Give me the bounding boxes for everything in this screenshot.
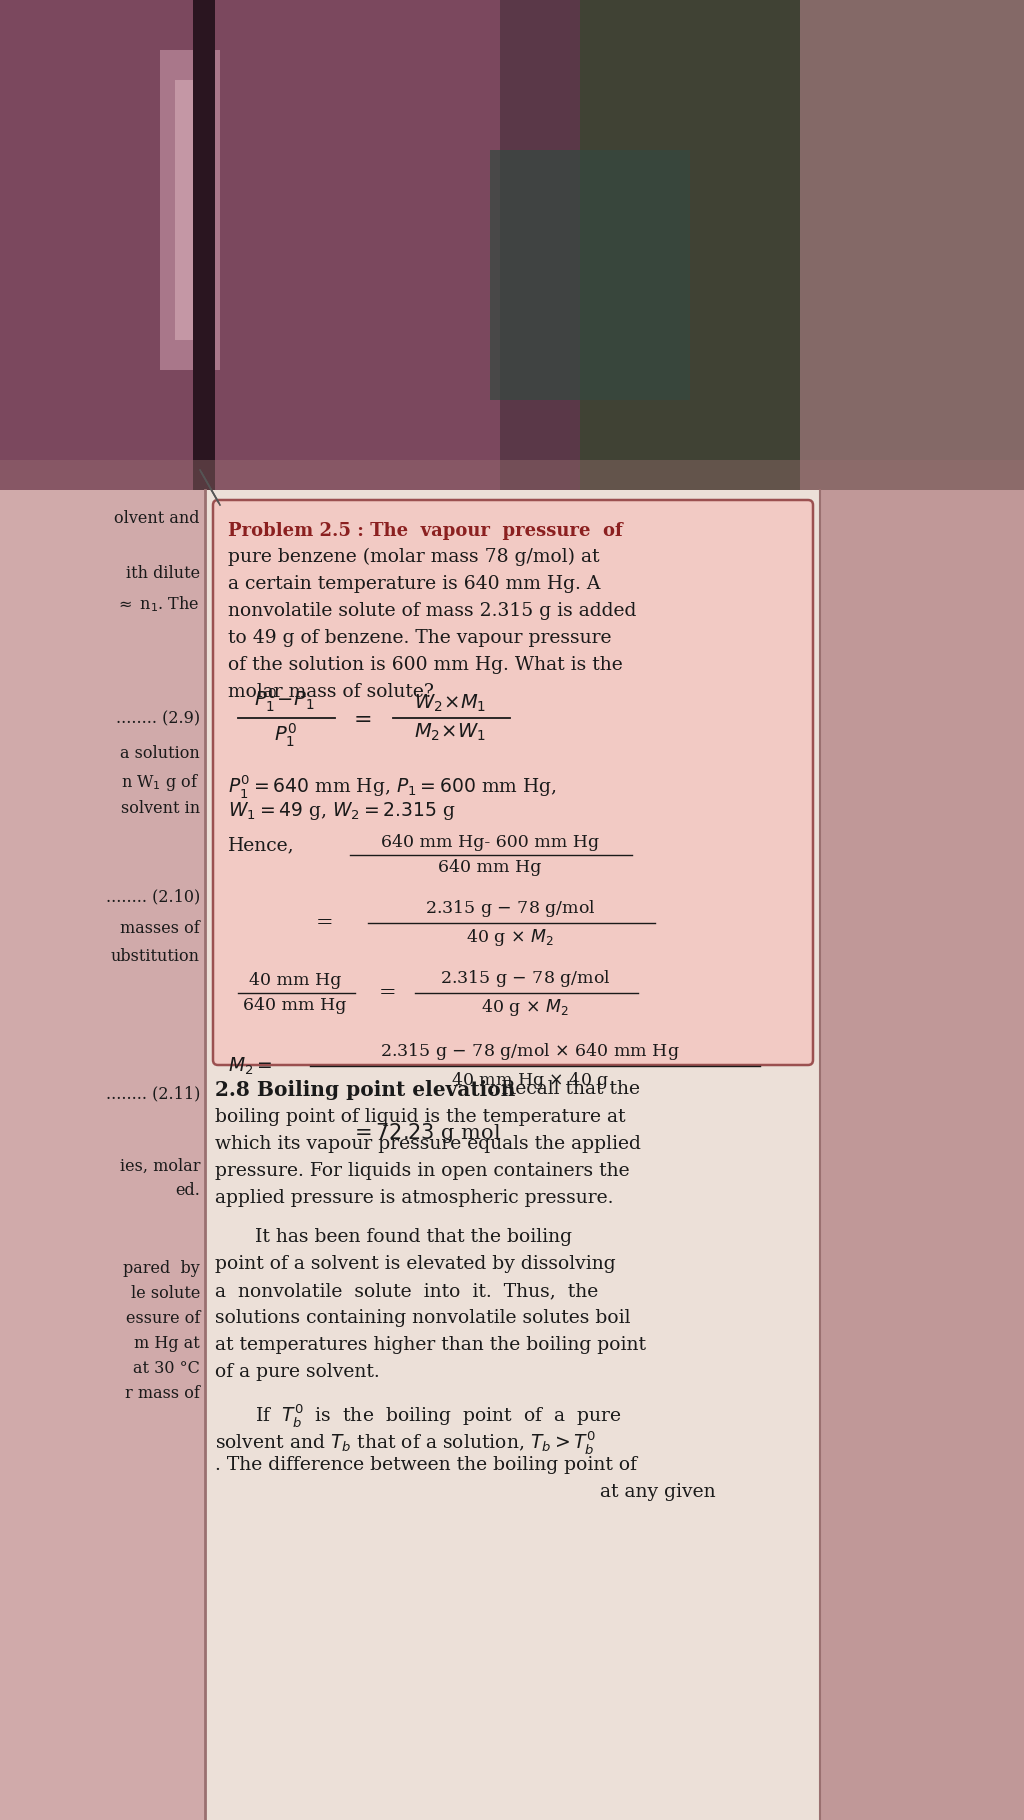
Text: at 30 °C: at 30 °C	[133, 1360, 200, 1378]
Text: of the solution is 600 mm Hg. What is the: of the solution is 600 mm Hg. What is th…	[228, 655, 623, 673]
Text: 40 mm Hg $\times$ 40 g: 40 mm Hg $\times$ 40 g	[451, 1070, 609, 1090]
Text: $\approx$ n$_1$. The: $\approx$ n$_1$. The	[116, 593, 200, 613]
FancyBboxPatch shape	[213, 501, 813, 1065]
Text: : Recall that the: : Recall that the	[483, 1079, 640, 1097]
Bar	[490, 149, 690, 400]
Text: ........ (2.10): ........ (2.10)	[105, 888, 200, 905]
Text: solvent and $T_b$ that of a solution, $T_b > T_b^0$: solvent and $T_b$ that of a solution, $T…	[215, 1429, 596, 1456]
Text: 640 mm Hg- 600 mm Hg: 640 mm Hg- 600 mm Hg	[381, 834, 599, 852]
Bar	[193, 0, 215, 490]
Bar	[205, 490, 820, 1820]
Text: ubstitution: ubstitution	[111, 948, 200, 965]
Bar	[0, 0, 1024, 490]
Text: essure of: essure of	[126, 1310, 200, 1327]
Bar	[580, 0, 1024, 490]
Bar	[800, 0, 1024, 490]
Text: a solution: a solution	[120, 744, 200, 763]
Bar	[160, 49, 220, 369]
Text: solvent in: solvent in	[121, 801, 200, 817]
Text: ed.: ed.	[175, 1181, 200, 1199]
Text: 2.315 g $-$ 78 g/mol: 2.315 g $-$ 78 g/mol	[425, 897, 595, 919]
Text: $M_2\!\times\! W_1$: $M_2\!\times\! W_1$	[414, 723, 486, 743]
Text: le solute: le solute	[131, 1285, 200, 1301]
Text: $W_1 = 49$ g, $W_2 = 2.315$ g: $W_1 = 49$ g, $W_2 = 2.315$ g	[228, 801, 456, 823]
Text: It has been found that the boiling: It has been found that the boiling	[255, 1228, 572, 1247]
Text: solutions containing nonvolatile solutes boil: solutions containing nonvolatile solutes…	[215, 1309, 631, 1327]
Text: $M_2 =$: $M_2 =$	[228, 1056, 272, 1077]
Text: 40 g $\times$ $M_2$: 40 g $\times$ $M_2$	[466, 926, 554, 948]
Text: 2.315 g $-$ 78 g/mol $\times$ 640 mm Hg: 2.315 g $-$ 78 g/mol $\times$ 640 mm Hg	[380, 1041, 680, 1063]
Text: which its vapour pressure equals the applied: which its vapour pressure equals the app…	[215, 1136, 641, 1154]
Text: 2.8 Boiling point elevation: 2.8 Boiling point elevation	[215, 1079, 515, 1099]
Text: Hence,: Hence,	[228, 835, 295, 854]
Text: masses of: masses of	[120, 919, 200, 937]
Text: m Hg at: m Hg at	[134, 1336, 200, 1352]
Text: of a pure solvent.: of a pure solvent.	[215, 1363, 380, 1381]
Text: 2.315 g $-$ 78 g/mol: 2.315 g $-$ 78 g/mol	[439, 968, 610, 988]
Text: a certain temperature is 640 mm Hg. A: a certain temperature is 640 mm Hg. A	[228, 575, 600, 593]
Text: $P_1^0 = 640$ mm Hg, $P_1 = 600$ mm Hg,: $P_1^0 = 640$ mm Hg, $P_1 = 600$ mm Hg,	[228, 774, 557, 801]
Text: $= 72.23$ g mol: $= 72.23$ g mol	[350, 1121, 502, 1145]
Text: point of a solvent is elevated by dissolving: point of a solvent is elevated by dissol…	[215, 1256, 615, 1272]
Text: $P_1^0\! -\! P_1$: $P_1^0\! -\! P_1$	[255, 686, 315, 713]
Bar	[0, 460, 1024, 490]
Bar	[0, 490, 205, 1820]
Text: If  $T_b^0$  is  the  boiling  point  of  a  pure: If $T_b^0$ is the boiling point of a pur…	[255, 1401, 622, 1429]
Bar	[820, 490, 1024, 1820]
Text: $=$: $=$	[349, 706, 372, 730]
Text: =: =	[316, 914, 334, 932]
Bar	[175, 80, 195, 340]
Text: $P_1^0$: $P_1^0$	[273, 723, 296, 750]
Text: a  nonvolatile  solute  into  it.  Thus,  the: a nonvolatile solute into it. Thus, the	[215, 1281, 598, 1299]
Text: pared  by: pared by	[123, 1259, 200, 1278]
Text: at any given: at any given	[600, 1483, 716, 1502]
Text: to 49 g of benzene. The vapour pressure: to 49 g of benzene. The vapour pressure	[228, 630, 611, 646]
Text: r mass of: r mass of	[125, 1385, 200, 1401]
Bar	[0, 0, 500, 490]
Text: molar mass of solute?: molar mass of solute?	[228, 682, 434, 701]
Text: $W_2\!\times\! M_1$: $W_2\!\times\! M_1$	[414, 693, 486, 713]
Text: n W$_1$ g of: n W$_1$ g of	[122, 772, 200, 794]
Text: ........ (2.9): ........ (2.9)	[116, 710, 200, 726]
Text: ith dilute: ith dilute	[126, 564, 200, 582]
Text: =: =	[379, 983, 397, 1003]
Text: pressure. For liquids in open containers the: pressure. For liquids in open containers…	[215, 1161, 630, 1179]
Text: ........ (2.11): ........ (2.11)	[105, 1085, 200, 1101]
Text: applied pressure is atmospheric pressure.: applied pressure is atmospheric pressure…	[215, 1188, 613, 1207]
Text: at temperatures higher than the boiling point: at temperatures higher than the boiling …	[215, 1336, 646, 1354]
Text: pure benzene (molar mass 78 g/mol) at: pure benzene (molar mass 78 g/mol) at	[228, 548, 599, 566]
Text: olvent and: olvent and	[115, 510, 200, 528]
Text: . The difference between the boiling point of: . The difference between the boiling poi…	[215, 1456, 637, 1474]
Text: ies, molar: ies, molar	[120, 1158, 200, 1176]
Text: nonvolatile solute of mass 2.315 g is added: nonvolatile solute of mass 2.315 g is ad…	[228, 602, 636, 621]
Text: 640 mm Hg: 640 mm Hg	[438, 859, 542, 875]
Text: Problem 2.5 : The  vapour  pressure  of: Problem 2.5 : The vapour pressure of	[228, 522, 623, 541]
Text: 40 mm Hg: 40 mm Hg	[249, 972, 341, 988]
Text: boiling point of liquid is the temperature at: boiling point of liquid is the temperatu…	[215, 1108, 626, 1127]
Text: 40 g $\times$ $M_2$: 40 g $\times$ $M_2$	[481, 997, 569, 1017]
Text: 640 mm Hg: 640 mm Hg	[244, 997, 347, 1014]
